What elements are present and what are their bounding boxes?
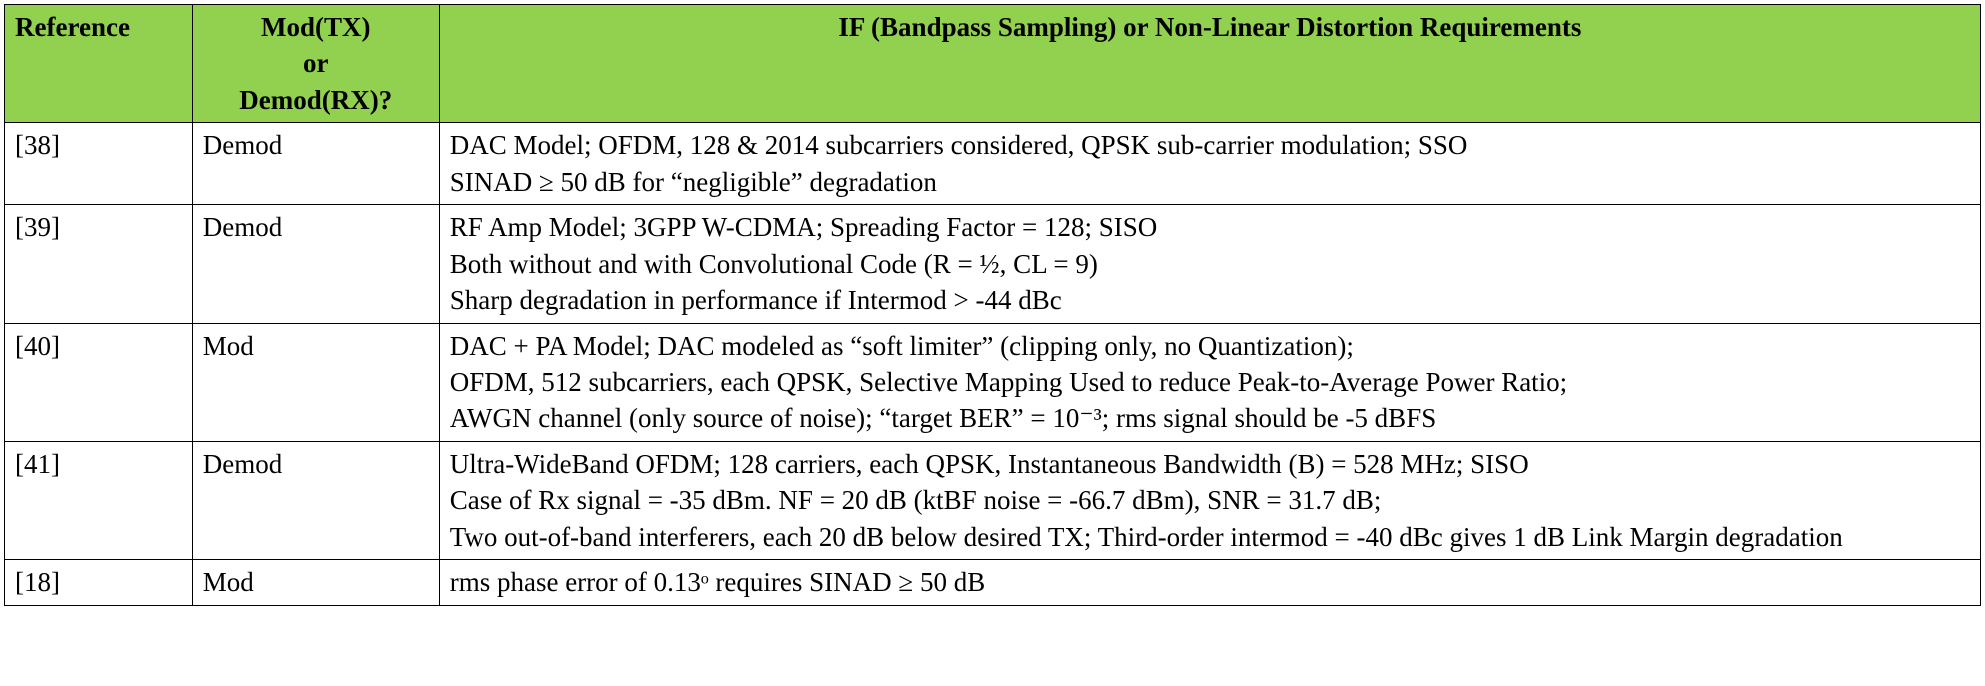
cell-requirements: Ultra-WideBand OFDM; 128 carriers, each … <box>439 441 1980 559</box>
cell-mod-demod: Demod <box>192 205 439 323</box>
cell-requirements: rms phase error of 0.13ᵒ requires SINAD … <box>439 560 1980 605</box>
col-header-requirements: IF (Bandpass Sampling) or Non-Linear Dis… <box>439 5 1980 123</box>
cell-mod-demod: Demod <box>192 123 439 205</box>
table-row: [18] Mod rms phase error of 0.13ᵒ requir… <box>5 560 1981 605</box>
table-row: [39] Demod RF Amp Model; 3GPP W-CDMA; Sp… <box>5 205 1981 323</box>
cell-requirements: DAC + PA Model; DAC modeled as “soft lim… <box>439 323 1980 441</box>
table-header-row: Reference Mod(TX) or Demod(RX)? IF (Band… <box>5 5 1981 123</box>
cell-reference: [40] <box>5 323 193 441</box>
cell-mod-demod: Mod <box>192 560 439 605</box>
cell-reference: [39] <box>5 205 193 323</box>
cell-requirements: DAC Model; OFDM, 128 & 2014 subcarriers … <box>439 123 1980 205</box>
col-header-mod-demod: Mod(TX) or Demod(RX)? <box>192 5 439 123</box>
cell-mod-demod: Demod <box>192 441 439 559</box>
table-row: [41] Demod Ultra-WideBand OFDM; 128 carr… <box>5 441 1981 559</box>
table-row: [40] Mod DAC + PA Model; DAC modeled as … <box>5 323 1981 441</box>
cell-reference: [38] <box>5 123 193 205</box>
cell-reference: [18] <box>5 560 193 605</box>
distortion-requirements-table: Reference Mod(TX) or Demod(RX)? IF (Band… <box>4 4 1981 606</box>
table-row: [38] Demod DAC Model; OFDM, 128 & 2014 s… <box>5 123 1981 205</box>
cell-reference: [41] <box>5 441 193 559</box>
cell-mod-demod: Mod <box>192 323 439 441</box>
col-header-reference: Reference <box>5 5 193 123</box>
cell-requirements: RF Amp Model; 3GPP W-CDMA; Spreading Fac… <box>439 205 1980 323</box>
